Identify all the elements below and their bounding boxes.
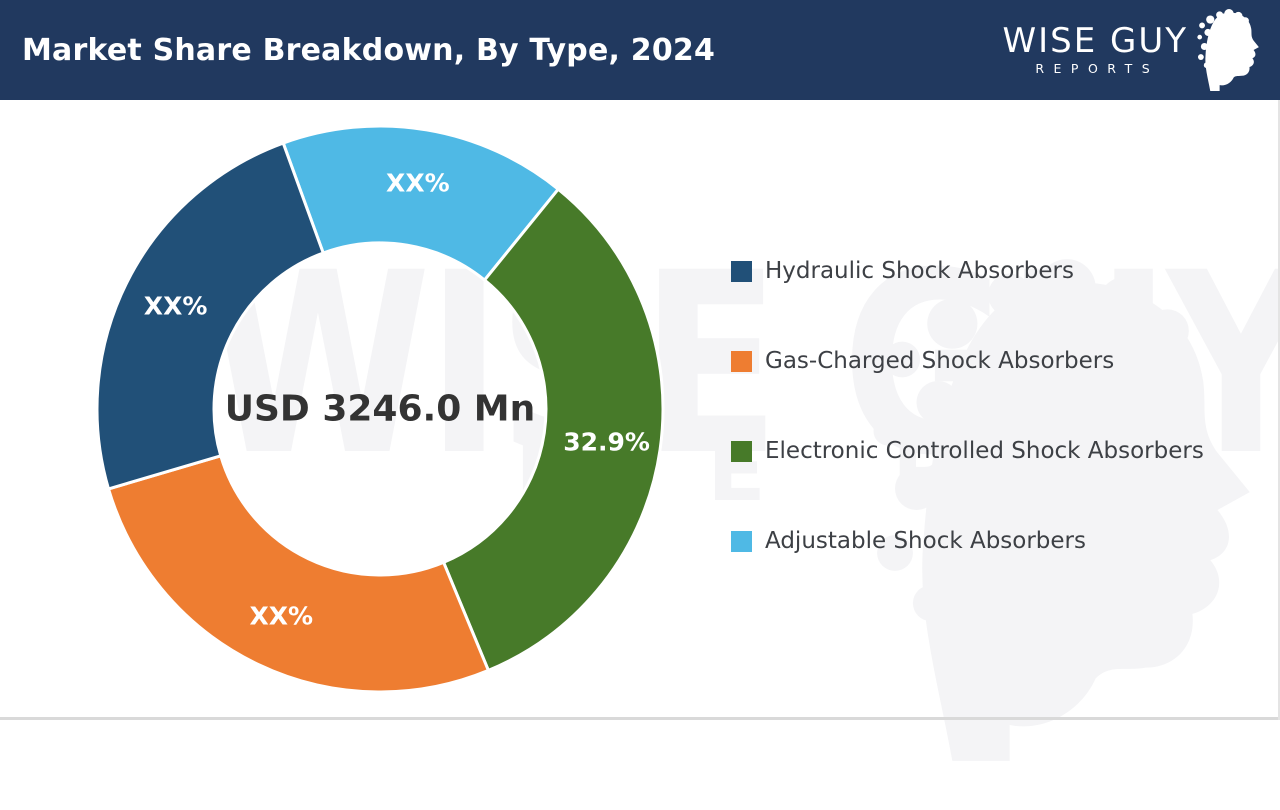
legend-item-2: Gas-Charged Shock Absorbers bbox=[731, 348, 1114, 374]
segment-label-3: XX% bbox=[249, 601, 314, 631]
legend-item-3: Electronic Controlled Shock Absorbers bbox=[731, 438, 1204, 464]
legend-label: Adjustable Shock Absorbers bbox=[765, 528, 1087, 554]
donut-segment-4 bbox=[95, 141, 325, 491]
donut-center-value: USD 3246.0 Mn bbox=[224, 388, 536, 430]
donut-segment-3 bbox=[107, 454, 490, 694]
logo-wordmark: WISE GUY bbox=[1002, 20, 1188, 61]
watermark-face-icon bbox=[873, 259, 1250, 761]
legend-item-4: Adjustable Shock Absorbers bbox=[731, 528, 1086, 554]
header-bar: Market Share Breakdown, By Type, 2024 WI… bbox=[0, 0, 1280, 100]
legend-label: Gas-Charged Shock Absorbers bbox=[765, 348, 1115, 374]
bottom-divider bbox=[0, 717, 1280, 720]
segment-label-1: XX% bbox=[386, 168, 450, 198]
logo-face-icon bbox=[1197, 9, 1259, 91]
legend-label: Electronic Controlled Shock Absorbers bbox=[765, 438, 1204, 464]
donut-rings bbox=[95, 124, 665, 694]
legend-swatch bbox=[731, 440, 752, 462]
legend-swatch bbox=[731, 350, 752, 372]
donut-segment-1 bbox=[281, 124, 560, 282]
donut-segment-2 bbox=[442, 187, 665, 672]
segment-label-2: 32.9% bbox=[563, 427, 650, 457]
segment-label-4: XX% bbox=[143, 291, 208, 321]
page-title: Market Share Breakdown, By Type, 2024 bbox=[22, 32, 716, 68]
legend-item-1: Hydraulic Shock Absorbers bbox=[731, 258, 1074, 284]
donut-chart: XX% 32.9% XX% XX% USD 3246.0 Mn bbox=[95, 124, 665, 694]
right-divider bbox=[1278, 100, 1280, 720]
wiseguy-logo: WISE GUY REPORTS bbox=[1002, 6, 1266, 94]
legend-swatch bbox=[731, 260, 752, 282]
logo-subtitle: REPORTS bbox=[1035, 61, 1160, 77]
logo-text: WISE GUY REPORTS bbox=[1002, 20, 1188, 77]
legend-swatch bbox=[731, 530, 752, 552]
legend-label: Hydraulic Shock Absorbers bbox=[765, 258, 1074, 284]
